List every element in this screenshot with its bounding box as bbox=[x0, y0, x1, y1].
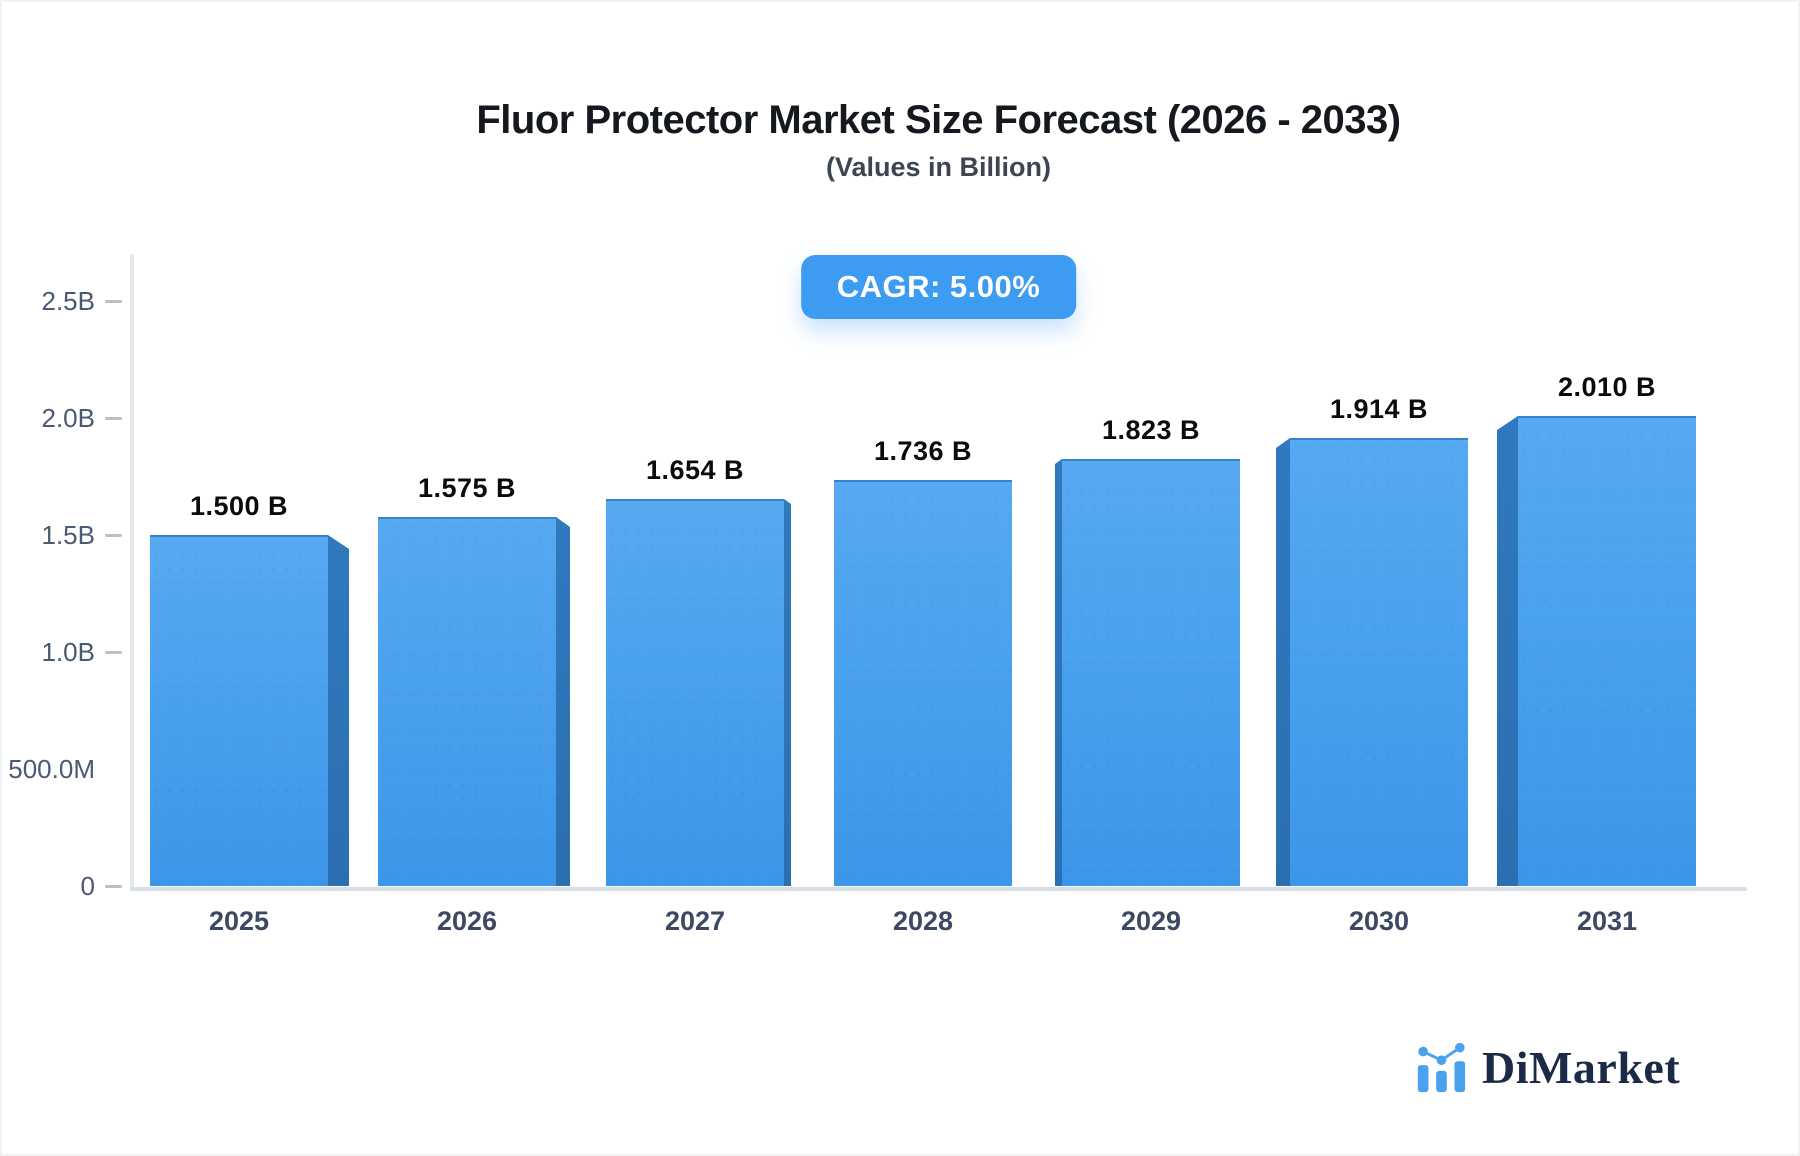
x-axis-label: 2025 bbox=[208, 906, 270, 936]
y-axis-tick-label: 2.0B bbox=[41, 403, 96, 433]
brand-logo: DiMarket bbox=[1414, 1040, 1680, 1094]
x-axis-label: 2028 bbox=[892, 906, 954, 936]
bar-face bbox=[1062, 459, 1240, 886]
bar-side-face bbox=[1055, 459, 1062, 886]
y-axis-line bbox=[130, 254, 134, 890]
y-axis-tick-label: 2.5B bbox=[41, 286, 96, 316]
bar bbox=[1497, 416, 1696, 886]
bar-side-face bbox=[1497, 416, 1518, 886]
chart-subtitle: (Values in Billion) bbox=[825, 152, 1052, 182]
x-axis-label: 2026 bbox=[436, 906, 498, 936]
y-axis-tick-label: 500.0M bbox=[8, 754, 95, 784]
bar-chart-logo-icon bbox=[1417, 1042, 1466, 1093]
y-axis-tick-dash bbox=[105, 534, 122, 537]
x-axis-label: 2027 bbox=[664, 906, 726, 936]
bar-value-label: 1.575 B bbox=[417, 473, 517, 503]
plot-area: 2.5B 2.0B 1.5B 1.0B 500.0M 0 1.500 B 2025 1.575… bbox=[8, 254, 1747, 936]
bar bbox=[150, 535, 349, 886]
brand-logo-text: DiMarket bbox=[1482, 1041, 1681, 1093]
bar bbox=[1276, 438, 1468, 886]
x-axis-label: 2031 bbox=[1576, 906, 1638, 936]
y-axis-tick-label: 1.0B bbox=[41, 637, 96, 667]
bar-face bbox=[606, 499, 784, 886]
bar-value-label: 1.914 B bbox=[1329, 394, 1429, 424]
bar bbox=[834, 480, 1012, 886]
y-axis-tick-dash bbox=[105, 885, 122, 888]
bar-side-face bbox=[784, 499, 791, 886]
bar bbox=[606, 499, 791, 886]
bar-value-label: 2.010 B bbox=[1557, 372, 1657, 402]
bar-face bbox=[378, 517, 556, 886]
x-axis-line bbox=[130, 887, 1747, 891]
bar-value-label: 1.736 B bbox=[873, 436, 973, 466]
bar-side-face bbox=[556, 517, 570, 886]
y-axis-tick-dash bbox=[105, 651, 122, 654]
bar-value-label: 1.500 B bbox=[189, 491, 289, 521]
bar-face bbox=[1518, 416, 1696, 886]
bar bbox=[1055, 459, 1240, 886]
y-axis-tick-dash bbox=[105, 417, 122, 420]
bar-side-face bbox=[1276, 438, 1290, 886]
x-axis-label: 2030 bbox=[1348, 906, 1410, 936]
bar-value-label: 1.823 B bbox=[1101, 415, 1201, 445]
cagr-badge: CAGR: 5.00% bbox=[800, 255, 1077, 319]
y-axis-tick-label: 1.5B bbox=[41, 520, 96, 550]
chart-title: Fluor Protector Market Size Forecast (20… bbox=[476, 98, 1401, 142]
bar-face bbox=[150, 535, 328, 886]
bar-face bbox=[1290, 438, 1468, 886]
bar bbox=[378, 517, 570, 886]
bar-face bbox=[834, 480, 1012, 886]
bar-value-label: 1.654 B bbox=[645, 455, 745, 485]
y-axis-tick-label: 0 bbox=[80, 871, 95, 901]
y-axis-tick-dash bbox=[105, 300, 122, 303]
x-axis-label: 2029 bbox=[1120, 906, 1182, 936]
bar-side-face bbox=[328, 535, 349, 886]
